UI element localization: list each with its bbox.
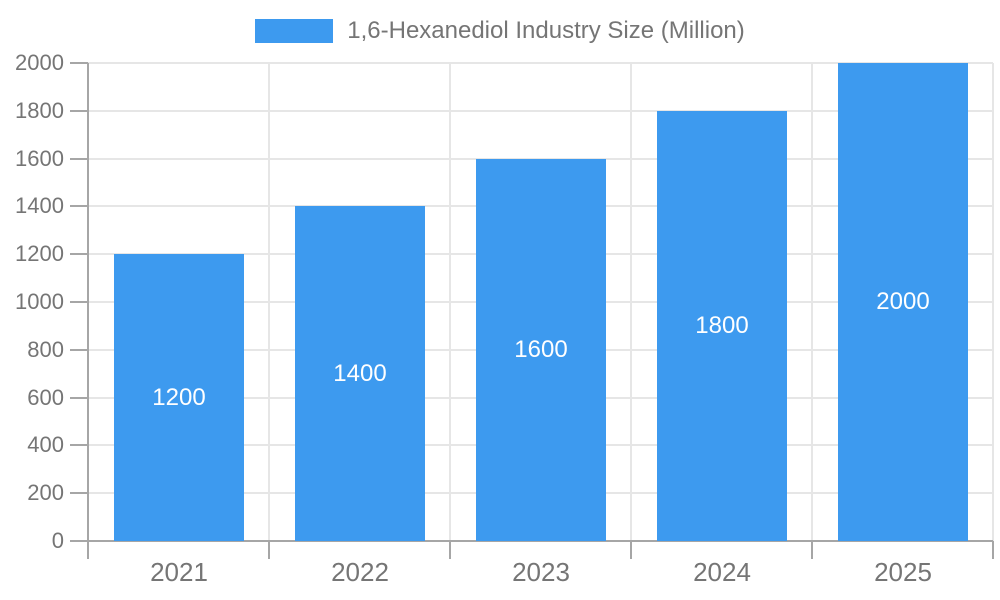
bar-value-label: 1800 bbox=[695, 312, 749, 339]
gridline-vertical bbox=[992, 63, 994, 541]
y-axis-line bbox=[87, 63, 89, 541]
x-axis-tick bbox=[992, 541, 994, 559]
bar-2024[interactable] bbox=[657, 111, 787, 541]
y-axis-label: 1800 bbox=[15, 98, 64, 123]
y-axis-label: 400 bbox=[27, 432, 64, 457]
legend: 1,6-Hexanediol Industry Size (Million) bbox=[0, 14, 1000, 48]
x-axis-label: 2022 bbox=[331, 557, 389, 587]
bar-2022[interactable] bbox=[295, 206, 425, 541]
y-axis-label: 600 bbox=[27, 385, 64, 410]
x-axis-label: 2025 bbox=[874, 557, 932, 587]
gridline-vertical bbox=[811, 63, 813, 541]
x-axis-tick bbox=[811, 541, 813, 559]
bar-2021[interactable] bbox=[114, 254, 244, 541]
y-axis-label: 0 bbox=[51, 528, 64, 553]
legend-swatch bbox=[255, 19, 334, 43]
y-axis-tick bbox=[70, 253, 88, 255]
y-axis-label: 800 bbox=[27, 337, 64, 362]
bar-value-label: 1400 bbox=[333, 360, 387, 387]
bar-value-label: 1600 bbox=[514, 336, 568, 363]
y-axis-label: 1000 bbox=[15, 289, 64, 314]
gridline-vertical bbox=[630, 63, 632, 541]
y-axis-tick bbox=[70, 540, 88, 542]
gridline-vertical bbox=[449, 63, 451, 541]
y-axis-label: 1400 bbox=[15, 193, 64, 218]
x-axis-tick bbox=[449, 541, 451, 559]
y-axis-tick bbox=[70, 158, 88, 160]
bar-2023[interactable] bbox=[476, 159, 606, 541]
gridline-horizontal bbox=[88, 110, 993, 112]
y-axis-tick bbox=[70, 62, 88, 64]
y-axis-tick bbox=[70, 444, 88, 446]
gridline-vertical bbox=[268, 63, 270, 541]
y-axis-label: 1600 bbox=[15, 146, 64, 171]
x-axis-label: 2023 bbox=[512, 557, 570, 587]
y-axis-label: 200 bbox=[27, 480, 64, 505]
gridline-horizontal bbox=[88, 62, 993, 64]
x-axis-tick bbox=[268, 541, 270, 559]
bar-value-label: 2000 bbox=[876, 288, 930, 315]
y-axis-tick bbox=[70, 492, 88, 494]
y-axis-tick bbox=[70, 349, 88, 351]
legend-label: 1,6-Hexanediol Industry Size (Million) bbox=[347, 17, 745, 44]
y-axis-tick bbox=[70, 397, 88, 399]
x-axis-tick bbox=[630, 541, 632, 559]
bar-value-label: 1200 bbox=[152, 384, 206, 411]
y-axis-tick bbox=[70, 110, 88, 112]
y-axis-label: 2000 bbox=[15, 50, 64, 75]
x-axis-line bbox=[88, 540, 993, 542]
x-axis-label: 2021 bbox=[150, 557, 208, 587]
bar-2025[interactable] bbox=[838, 63, 968, 541]
y-axis-label: 1200 bbox=[15, 241, 64, 266]
x-axis-tick bbox=[87, 541, 89, 559]
y-axis-tick bbox=[70, 301, 88, 303]
y-axis-tick bbox=[70, 205, 88, 207]
x-axis-label: 2024 bbox=[693, 557, 751, 587]
